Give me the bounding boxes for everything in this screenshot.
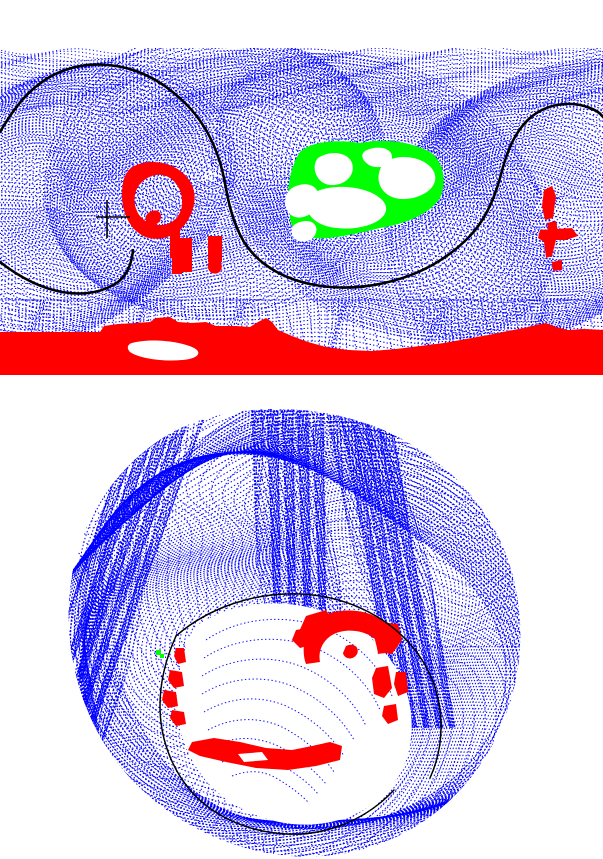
green-fill-region — [285, 140, 444, 242]
heavy-contour-top — [0, 63, 603, 295]
red-fill-islands-top — [122, 162, 222, 274]
cylindrical-projection-panel[interactable] — [0, 0, 603, 390]
green-fill-accents-bottom — [156, 650, 164, 658]
heavy-contour-bottom — [159, 593, 442, 835]
crosshair-marker[interactable] — [96, 200, 130, 238]
orthographic-projection-panel[interactable] — [0, 390, 603, 859]
top-panel-svg — [0, 48, 603, 375]
red-fill-islands-right — [538, 186, 578, 271]
top-panel-content — [0, 48, 603, 375]
bottom-panel-content — [68, 409, 521, 857]
bottom-panel-svg — [68, 409, 521, 857]
red-fill-band — [0, 317, 603, 375]
